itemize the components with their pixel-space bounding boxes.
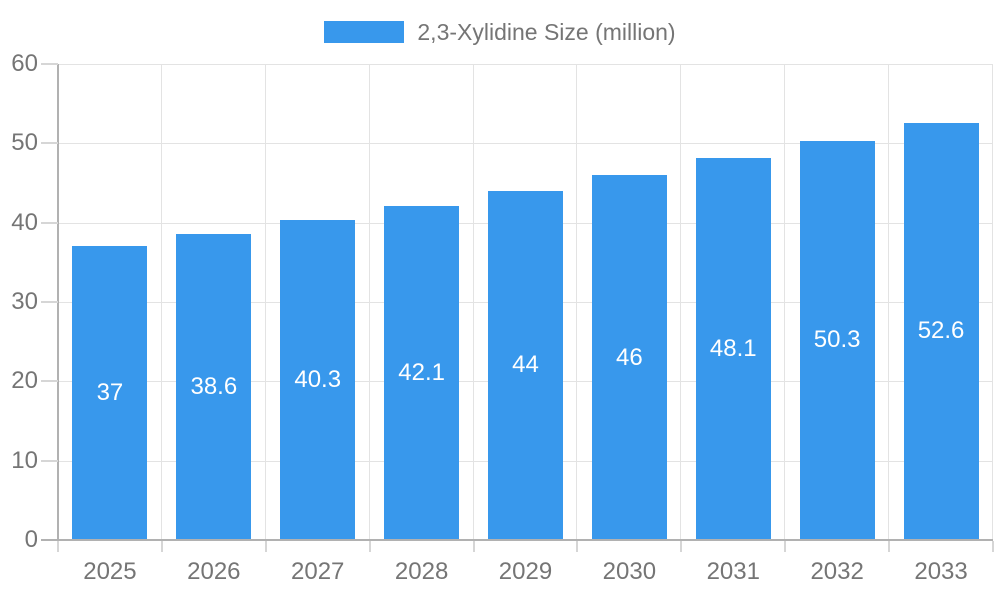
gridline-vertical	[576, 64, 577, 540]
bar-2032[interactable]: 50.3	[799, 140, 875, 540]
x-axis-label-2030: 2030	[602, 558, 657, 585]
bar-2029[interactable]: 44	[488, 190, 563, 540]
gridline-vertical	[473, 64, 474, 540]
x-axis-label-2025: 2025	[83, 558, 137, 585]
bar-value-label: 38.6	[190, 372, 238, 400]
y-axis-line	[57, 64, 59, 541]
bar-value-label: 46	[616, 343, 643, 371]
x-tick	[784, 541, 786, 552]
x-tick	[576, 541, 578, 552]
x-axis-label-2032: 2032	[810, 558, 864, 585]
x-tick	[161, 541, 163, 552]
bar-value-label: 37	[96, 379, 124, 407]
x-tick	[992, 541, 994, 552]
bar-value-label: 42.1	[398, 358, 445, 386]
x-axis-label-2033: 2033	[914, 558, 968, 585]
x-axis-baseline	[41, 539, 993, 541]
y-tick	[41, 63, 58, 65]
bar-value-label: 52.6	[917, 317, 965, 345]
gridline-vertical	[784, 64, 785, 540]
x-tick	[888, 541, 890, 552]
x-tick	[680, 541, 682, 552]
bar-value-label: 50.3	[813, 326, 861, 354]
gridline-vertical	[992, 64, 993, 540]
y-axis-label: 30	[11, 288, 38, 315]
x-axis-label-2031: 2031	[706, 558, 760, 585]
gridline-horizontal	[58, 64, 993, 65]
y-axis-label: 10	[11, 446, 38, 474]
x-tick	[57, 541, 59, 552]
gridline-vertical	[680, 64, 681, 540]
y-tick	[41, 142, 58, 145]
x-axis-label-2026: 2026	[187, 558, 241, 585]
plot-area: 37 38.6 40.3 42.1 44 46 48.1 50.3 52.6	[58, 64, 993, 540]
bar-value-label: 44	[512, 351, 539, 379]
y-axis-label: 60	[11, 50, 38, 77]
y-tick	[41, 459, 58, 462]
bar-2026[interactable]: 38.6	[176, 233, 252, 540]
y-tick	[41, 301, 58, 303]
y-axis-label: 20	[11, 367, 38, 395]
bar-2025[interactable]: 37	[72, 246, 148, 540]
bar-2031[interactable]: 48.1	[695, 158, 771, 540]
y-tick	[41, 380, 58, 383]
y-tick	[41, 221, 58, 224]
gridline-vertical	[265, 64, 266, 540]
x-axis-label-2028: 2028	[394, 558, 449, 585]
legend-swatch	[324, 21, 405, 43]
y-axis-label: 0	[24, 526, 38, 553]
x-tick	[265, 541, 267, 552]
gridline-vertical	[369, 64, 370, 540]
bar-value-label: 40.3	[294, 366, 342, 394]
y-axis-label: 40	[11, 208, 38, 236]
chart-legend: 2,3-Xylidine Size (million)	[0, 18, 1000, 46]
gridline-vertical	[888, 64, 889, 540]
x-axis-label-2029: 2029	[498, 558, 553, 585]
bar-2027[interactable]: 40.3	[280, 220, 356, 540]
legend-label: 2,3-Xylidine Size (million)	[417, 19, 676, 45]
bar-2033[interactable]: 52.6	[903, 122, 979, 540]
gridline-horizontal	[58, 143, 993, 145]
y-axis-label: 50	[11, 129, 38, 157]
gridline-vertical	[161, 64, 162, 540]
x-tick	[473, 541, 475, 552]
bar-2028[interactable]: 42.1	[384, 206, 460, 540]
bar-value-label: 48.1	[709, 335, 757, 363]
bar-2030[interactable]: 46	[591, 175, 667, 540]
x-tick	[369, 541, 371, 552]
x-axis-label-2027: 2027	[291, 558, 345, 585]
